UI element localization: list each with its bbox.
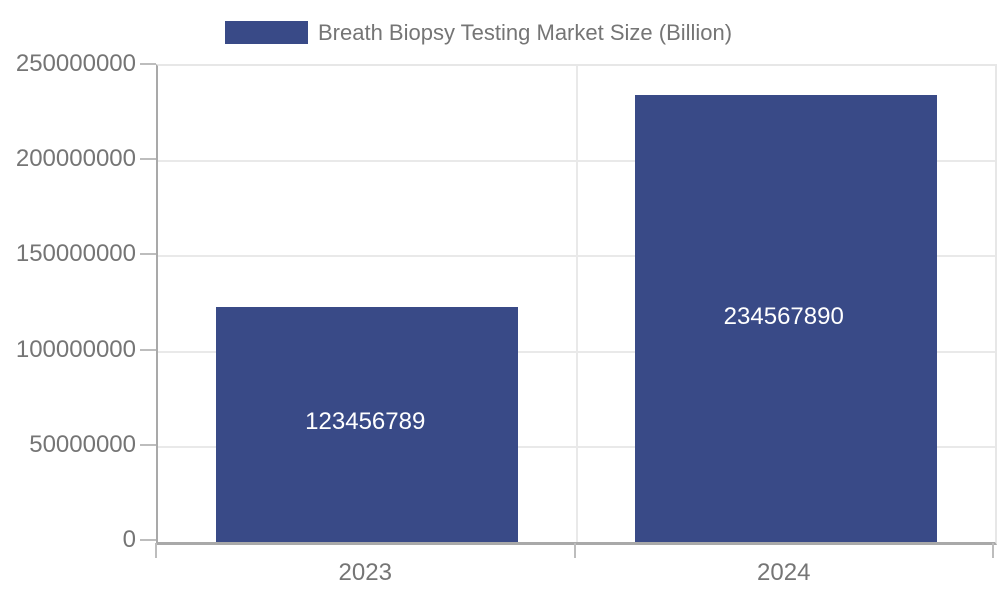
xtick-mark	[573, 543, 576, 558]
ytick-label: 150000000	[15, 240, 136, 268]
bar-2023	[216, 306, 519, 542]
ytick-label: 0	[122, 526, 136, 553]
ytick-label: 200000000	[15, 145, 136, 173]
plot-area	[156, 64, 997, 545]
ytick-mark	[140, 253, 156, 256]
bar-value-label: 123456789	[305, 408, 426, 436]
legend-swatch	[225, 21, 308, 44]
ytick-label: 50000000	[29, 430, 136, 458]
category-separator-gridline	[575, 66, 578, 542]
xtick-mark	[992, 543, 994, 558]
bar-value-label: 234567890	[723, 302, 844, 330]
ytick-mark	[140, 63, 156, 65]
x-category-label: 2024	[757, 559, 811, 586]
legend: Breath Biopsy Testing Market Size (Billi…	[225, 21, 732, 44]
ytick-label: 250000000	[15, 50, 136, 77]
ytick-mark	[140, 539, 156, 541]
ytick-mark	[140, 158, 156, 161]
ytick-mark	[140, 348, 156, 351]
bar-2024	[634, 95, 937, 542]
ytick-label: 100000000	[15, 335, 136, 363]
ytick-mark	[140, 443, 156, 446]
xtick-mark	[155, 543, 157, 558]
legend-label: Breath Biopsy Testing Market Size (Billi…	[318, 20, 733, 45]
x-category-label: 2023	[338, 559, 392, 586]
